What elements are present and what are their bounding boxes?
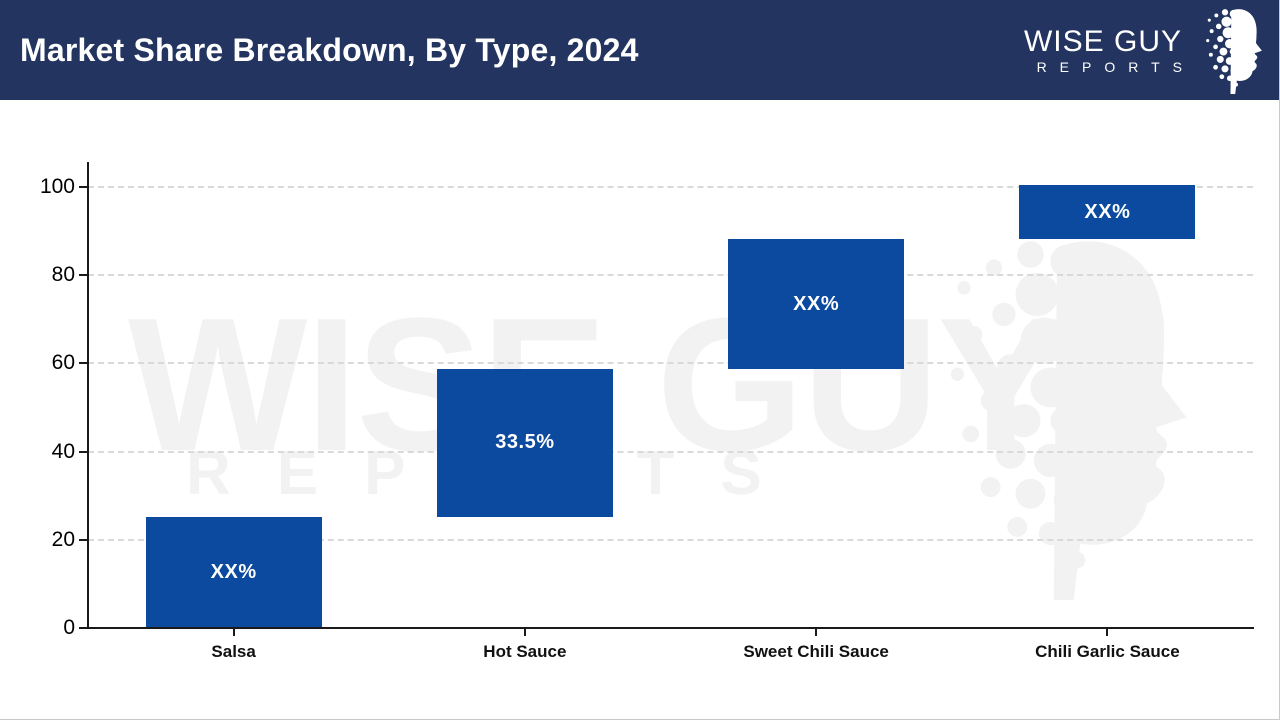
- gridline: [88, 186, 1253, 188]
- y-tick-mark: [79, 274, 88, 277]
- page-title: Market Share Breakdown, By Type, 2024: [20, 31, 639, 68]
- y-tick-mark: [79, 186, 88, 188]
- category-label: Chili Garlic Sauce: [1035, 642, 1180, 661]
- watermark-head-icon: [858, 228, 1203, 600]
- brand-logo-text: WISE GUY REPORTS: [1023, 24, 1182, 74]
- y-tick-label: 20: [51, 527, 75, 551]
- bar-value-label: XX%: [793, 292, 840, 315]
- category-label: Hot Sauce: [483, 642, 567, 661]
- bar: XX%: [145, 516, 322, 628]
- y-tick-mark: [79, 538, 88, 541]
- y-tick-mark: [79, 450, 88, 453]
- x-tick-mark: [523, 629, 526, 636]
- y-axis-line: [87, 162, 89, 629]
- x-tick-mark: [1106, 629, 1109, 636]
- y-tick-mark: [79, 362, 88, 365]
- y-tick-label: 80: [51, 263, 75, 287]
- x-tick-mark: [232, 629, 235, 636]
- brand-name: WISE GUY: [1023, 24, 1182, 58]
- category-label: Sweet Chili Sauce: [743, 642, 889, 661]
- x-tick-mark: [815, 629, 818, 636]
- wise-guy-head-icon: [1184, 6, 1266, 94]
- x-axis-line: [87, 627, 1254, 629]
- gridline: [88, 450, 1253, 453]
- gridline: [88, 274, 1253, 277]
- y-tick-label: 0: [63, 616, 75, 639]
- y-tick-label: 60: [51, 351, 75, 375]
- category-label: Salsa: [211, 642, 256, 661]
- chart-area: WISE GUY REPORTS 020406080100XX%Salsa33.…: [0, 100, 1280, 720]
- bar-value-label: XX%: [1084, 200, 1131, 223]
- header-bar: Market Share Breakdown, By Type, 2024 WI…: [0, 0, 1280, 100]
- bar-value-label: XX%: [210, 560, 257, 583]
- bar: XX%: [1019, 185, 1196, 240]
- gridline: [88, 538, 1253, 541]
- y-tick-mark: [79, 627, 88, 629]
- brand-logo: WISE GUY REPORTS: [1024, 6, 1266, 94]
- bar-value-label: 33.5%: [495, 431, 555, 454]
- y-tick-label: 40: [51, 439, 75, 463]
- brand-subtitle: REPORTS: [1036, 58, 1195, 75]
- y-tick-label: 100: [39, 175, 75, 198]
- gridline: [88, 362, 1253, 365]
- bar: 33.5%: [436, 369, 613, 517]
- bar: XX%: [728, 239, 905, 370]
